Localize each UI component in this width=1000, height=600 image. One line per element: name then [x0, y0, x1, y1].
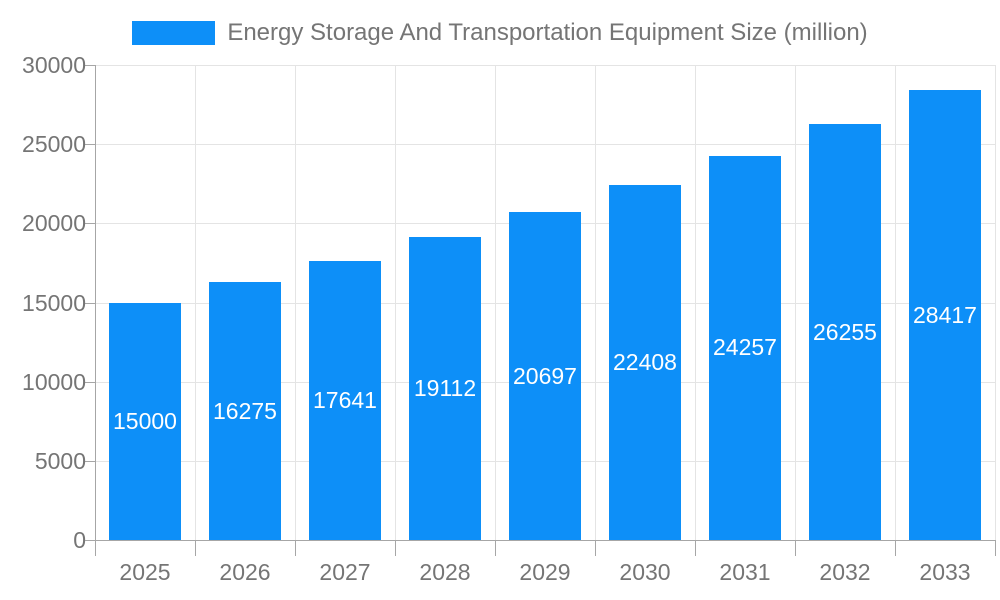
gridline-vertical: [795, 65, 796, 540]
gridline-vertical: [295, 65, 296, 540]
x-tick-label: 2029: [519, 559, 571, 585]
x-axis-tick: [195, 540, 196, 556]
x-axis-tick: [995, 540, 996, 556]
x-axis-tick: [695, 540, 696, 556]
y-tick-label: 30000: [22, 52, 86, 78]
x-axis-tick: [95, 540, 96, 556]
x-axis-tick: [495, 540, 496, 556]
x-tick-label: 2033: [919, 559, 971, 585]
gridline-horizontal: [95, 65, 995, 66]
chart-legend[interactable]: Energy Storage And Transportation Equipm…: [0, 17, 1000, 49]
gridline-vertical: [895, 65, 896, 540]
gridline-vertical: [495, 65, 496, 540]
y-axis-tick: [85, 460, 95, 462]
x-axis-line: [85, 540, 995, 541]
y-axis-tick: [85, 223, 95, 225]
x-axis-tick: [395, 540, 396, 556]
y-tick-label: 25000: [22, 131, 86, 158]
bar-2029[interactable]: 20697: [509, 212, 581, 540]
gridline-vertical: [395, 65, 396, 540]
y-tick-label: 0: [73, 527, 86, 553]
gridline-vertical: [695, 65, 696, 540]
bar-value-label: 16275: [213, 397, 277, 424]
x-tick-label: 2026: [219, 559, 271, 585]
bar-2026[interactable]: 16275: [209, 282, 281, 540]
y-axis-tick: [85, 540, 95, 541]
x-tick-label: 2032: [819, 559, 871, 585]
bar-value-label: 28417: [913, 301, 977, 328]
bar-value-label: 15000: [113, 407, 177, 434]
bar-2032[interactable]: 26255: [809, 124, 881, 540]
y-axis-tick: [85, 381, 95, 383]
bar-2030[interactable]: 22408: [609, 185, 681, 540]
bar-2028[interactable]: 19112: [409, 237, 481, 540]
gridline-vertical: [995, 65, 996, 540]
y-axis-tick: [85, 302, 95, 304]
y-tick-label: 15000: [22, 289, 86, 316]
x-tick-label: 2027: [319, 559, 371, 585]
bar-value-label: 26255: [813, 318, 877, 345]
bar-2025[interactable]: 15000: [109, 302, 181, 540]
gridline-vertical: [595, 65, 596, 540]
y-tick-label: 20000: [22, 210, 86, 237]
bar-2027[interactable]: 17641: [309, 260, 381, 540]
bar-value-label: 24257: [713, 334, 777, 361]
x-axis-tick: [895, 540, 896, 556]
y-axis-tick: [85, 144, 95, 146]
bar-value-label: 22408: [613, 349, 677, 376]
x-tick-label: 2025: [119, 559, 171, 585]
legend-swatch: [132, 21, 216, 45]
bar-value-label: 19112: [413, 375, 477, 402]
x-axis-tick: [595, 540, 596, 556]
x-tick-label: 2030: [619, 559, 671, 585]
x-tick-label: 2028: [419, 559, 471, 585]
y-tick-label: 10000: [22, 368, 86, 395]
gridline-vertical: [195, 65, 196, 540]
bar-value-label: 20697: [513, 362, 577, 389]
x-axis-tick: [795, 540, 796, 556]
y-axis-line: [95, 65, 96, 556]
y-tick-label: 5000: [34, 447, 86, 474]
y-axis-tick: [85, 65, 95, 66]
x-axis-tick: [295, 540, 296, 556]
bar-2031[interactable]: 24257: [709, 155, 781, 540]
bar-2033[interactable]: 28417: [909, 90, 981, 540]
bar-value-label: 17641: [313, 386, 377, 413]
x-tick-label: 2031: [719, 559, 771, 585]
legend-label: Energy Storage And Transportation Equipm…: [227, 19, 868, 46]
